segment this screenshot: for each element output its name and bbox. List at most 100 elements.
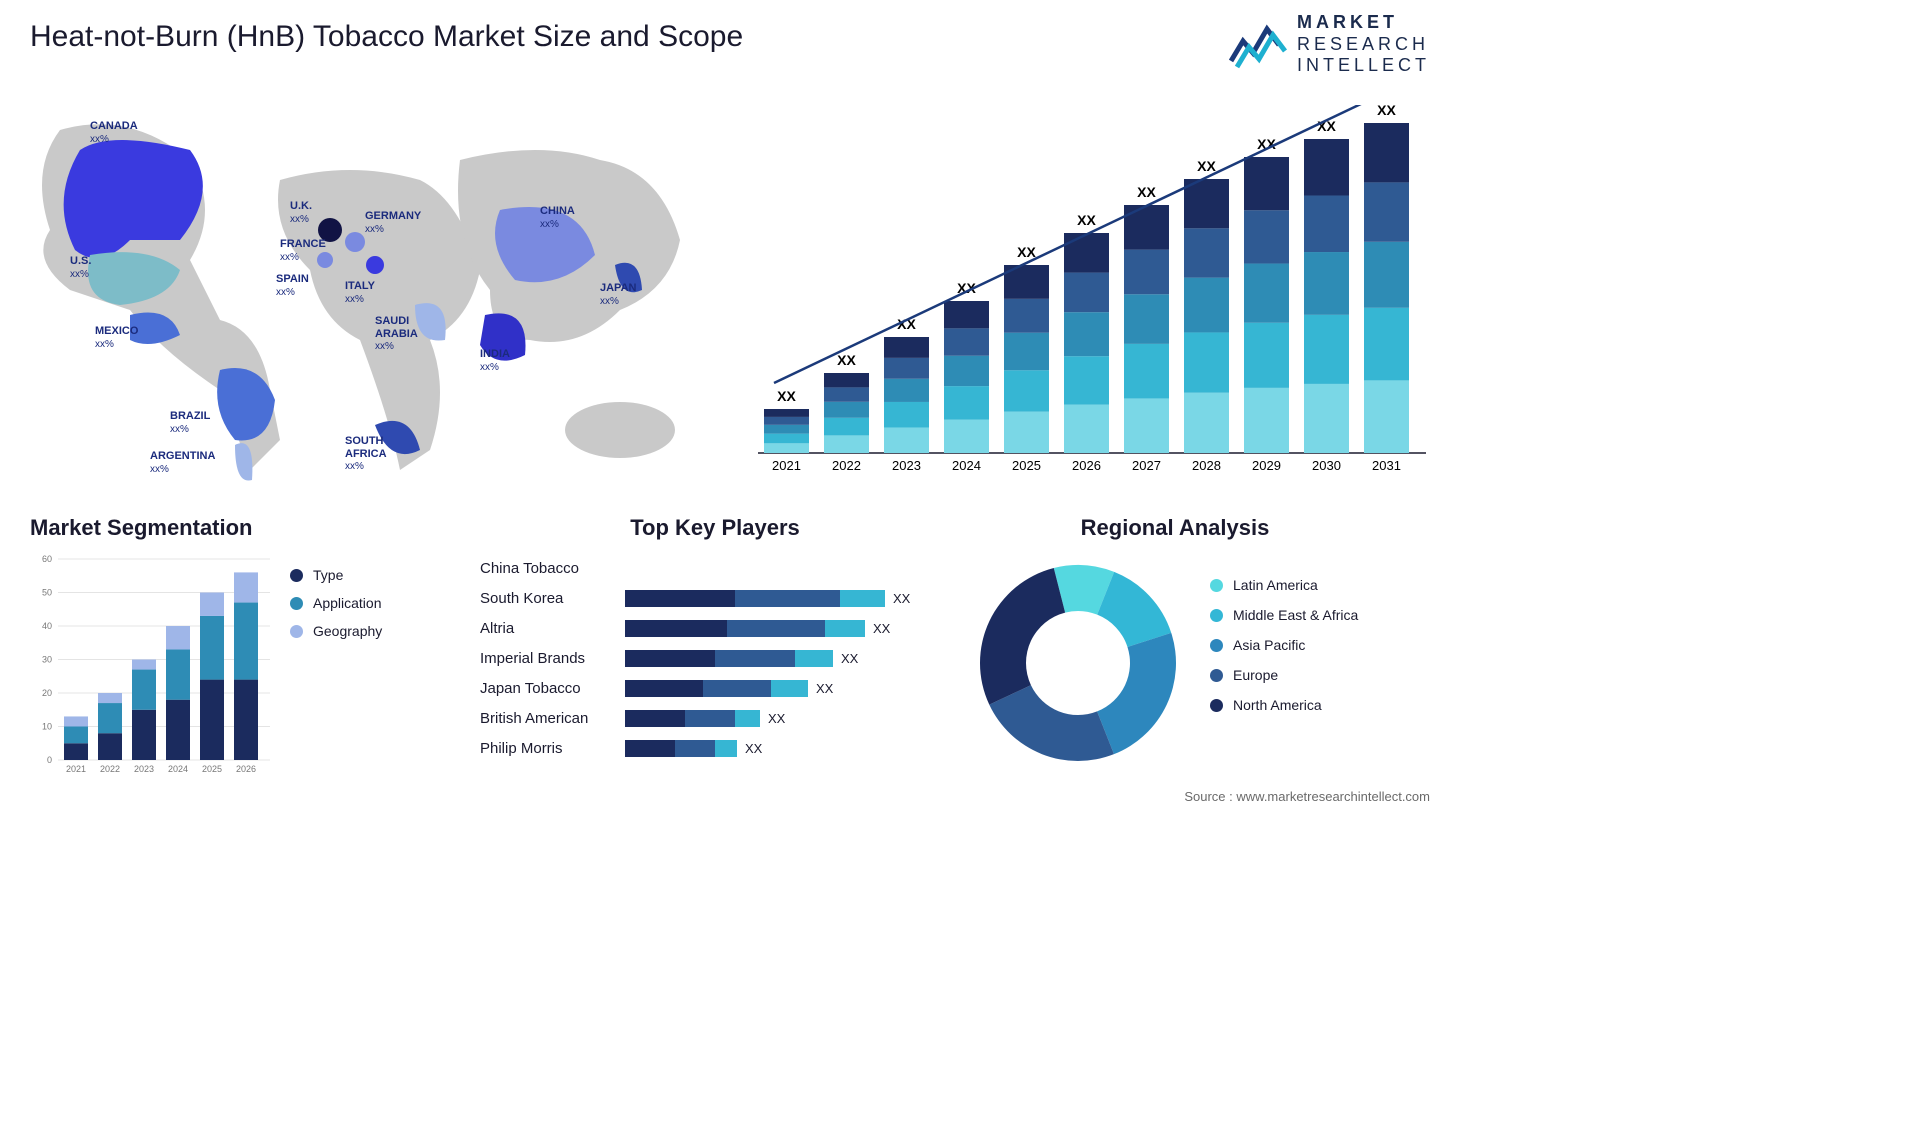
key-player-value: XX [768,711,785,726]
svg-text:2025: 2025 [202,764,222,774]
key-player-row: Imperial Brands XX [480,643,950,673]
key-players-title: Top Key Players [480,515,950,541]
legend-item: Type [290,567,382,583]
legend-item: North America [1210,697,1358,713]
page-title: Heat-not-Burn (HnB) Tobacco Market Size … [30,20,743,54]
map-label: BRAZILxx% [170,410,210,435]
key-player-value: XX [873,621,890,636]
key-player-name: Philip Morris [480,740,625,757]
key-player-value: XX [893,591,910,606]
svg-text:2031: 2031 [1372,458,1401,473]
key-player-value: XX [841,651,858,666]
map-label: FRANCExx% [280,238,326,263]
brand-logo: MARKET RESEARCH INTELLECT [1229,12,1430,77]
svg-text:XX: XX [1017,244,1036,260]
growth-chart-svg: XX2021XX2022XX2023XX2024XX2025XX2026XX20… [746,105,1426,475]
svg-text:0: 0 [47,755,52,765]
segmentation-legend: Type Application Geography [290,555,382,651]
svg-text:2026: 2026 [236,764,256,774]
regional-title: Regional Analysis [970,515,1420,541]
key-player-name: British American [480,710,625,727]
segmentation-chart: 0 10 20 30 40 50 60 2021 2022 2023 2024 2025 2026 [30,553,270,778]
segmentation-panel: Market Segmentation 0 10 20 30 40 50 60 2021 202… [30,515,450,778]
key-player-name: Altria [480,620,625,637]
svg-text:40: 40 [42,621,52,631]
logo-line2: RESEARCH [1297,34,1430,56]
key-player-value: XX [745,741,762,756]
key-player-bar [625,680,808,697]
svg-text:2022: 2022 [832,458,861,473]
legend-item: Europe [1210,667,1358,683]
map-label: SAUDIARABIAxx% [375,315,418,353]
map-label: SPAINxx% [276,273,309,298]
key-player-bar [625,590,885,607]
svg-text:2024: 2024 [168,764,188,774]
map-label: GERMANYxx% [365,210,421,235]
key-players-panel: Top Key Players China Tobacco South Korea… [480,515,950,763]
map-label: MEXICOxx% [95,325,138,350]
key-player-name: China Tobacco [480,560,625,577]
legend-item: Asia Pacific [1210,637,1358,653]
map-label: INDIAxx% [480,348,510,373]
growth-chart: XX2021XX2022XX2023XX2024XX2025XX2026XX20… [746,105,1426,475]
svg-text:2028: 2028 [1192,458,1221,473]
key-player-name: Japan Tobacco [480,680,625,697]
regional-legend: Latin America Middle East & Africa Asia Pa… [1210,563,1358,727]
svg-text:XX: XX [1077,212,1096,228]
key-player-row: South Korea XX [480,583,950,613]
logo-mark-icon [1229,19,1287,69]
key-player-row: Altria XX [480,613,950,643]
key-player-row: Philip Morris XX [480,733,950,763]
svg-text:2022: 2022 [100,764,120,774]
map-label: U.S.xx% [70,255,91,280]
svg-text:XX: XX [837,352,856,368]
key-player-name: Imperial Brands [480,650,625,667]
svg-text:XX: XX [1377,105,1396,118]
segmentation-title: Market Segmentation [30,515,450,541]
key-player-bar [625,650,833,667]
svg-text:2023: 2023 [892,458,921,473]
legend-item: Application [290,595,382,611]
svg-text:30: 30 [42,655,52,665]
svg-text:2021: 2021 [772,458,801,473]
svg-text:2024: 2024 [952,458,981,473]
map-label: SOUTHAFRICAxx% [345,435,387,473]
regional-donut-svg [970,555,1190,765]
regional-donut [970,555,1190,770]
map-label: JAPANxx% [600,282,636,307]
map-label: CANADAxx% [90,120,138,145]
svg-text:10: 10 [42,722,52,732]
legend-item: Middle East & Africa [1210,607,1358,623]
key-player-bar [625,710,760,727]
svg-text:XX: XX [1197,158,1216,174]
svg-text:50: 50 [42,588,52,598]
key-player-value: XX [816,681,833,696]
key-player-row: British American XX [480,703,950,733]
legend-item: Latin America [1210,577,1358,593]
world-map: CANADAxx% U.S.xx% MEXICOxx% BRAZILxx% ARGENT… [20,90,700,490]
svg-text:60: 60 [42,554,52,564]
logo-line3: INTELLECT [1297,55,1430,77]
legend-item: Geography [290,623,382,639]
svg-text:2029: 2029 [1252,458,1281,473]
key-player-bar [625,740,737,757]
svg-text:20: 20 [42,688,52,698]
key-player-bar [625,620,865,637]
map-label: ARGENTINAxx% [150,450,215,475]
logo-line1: MARKET [1297,12,1430,34]
svg-text:2030: 2030 [1312,458,1341,473]
key-players-list: China TobaccoSouth KoreaXXAltriaXXImperi… [480,553,950,763]
key-player-name: South Korea [480,590,625,607]
svg-text:XX: XX [777,388,796,404]
svg-text:2026: 2026 [1072,458,1101,473]
svg-text:2023: 2023 [134,764,154,774]
map-label: ITALYxx% [345,280,375,305]
svg-text:XX: XX [1137,184,1156,200]
map-label: CHINAxx% [540,205,575,230]
svg-text:2021: 2021 [66,764,86,774]
source-text: Source : www.marketresearchintellect.com [1184,789,1430,804]
key-player-row: China Tobacco [480,553,950,583]
svg-text:2027: 2027 [1132,458,1161,473]
key-player-row: Japan Tobacco XX [480,673,950,703]
segmentation-chart-svg: 0 10 20 30 40 50 60 2021 2022 2023 2024 2025 2026 [30,553,270,778]
